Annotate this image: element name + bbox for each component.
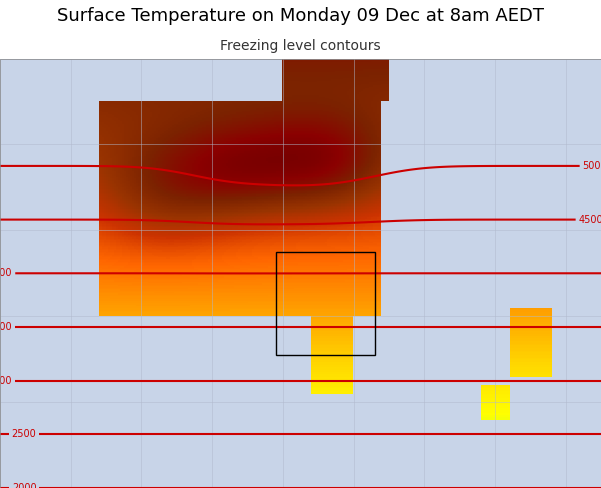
Text: Surface Temperature on Monday 09 Dec at 8am AEDT: Surface Temperature on Monday 09 Dec at … (57, 7, 544, 25)
Text: 4500: 4500 (579, 215, 601, 224)
Bar (276, 252, 375, 355)
Text: 3500: 3500 (0, 322, 12, 332)
Text: 4000: 4000 (0, 268, 12, 278)
Text: 5000: 5000 (582, 161, 601, 171)
Text: 2000: 2000 (12, 483, 37, 488)
Text: 3000: 3000 (0, 376, 12, 386)
Text: 2500: 2500 (12, 429, 37, 439)
Text: Freezing level contours: Freezing level contours (220, 39, 381, 53)
